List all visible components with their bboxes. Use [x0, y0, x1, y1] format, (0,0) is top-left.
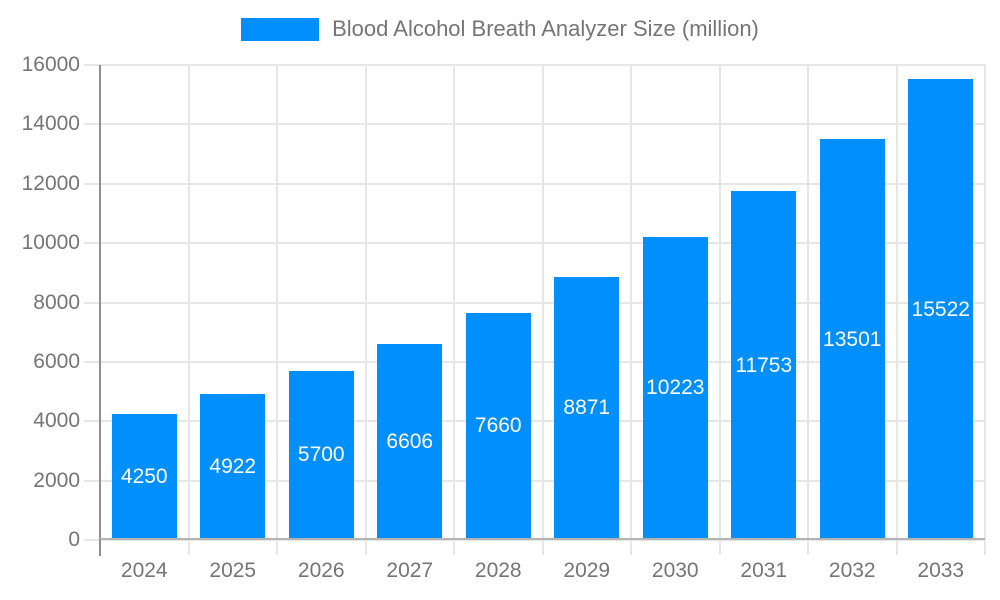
y-axis-tick-label: 10000 [21, 231, 80, 255]
y-axis-tick-label: 16000 [21, 53, 80, 76]
y-axis-tick-label: 14000 [21, 112, 80, 136]
x-gridline [718, 65, 721, 555]
x-axis-tick-label: 2032 [828, 559, 876, 582]
x-gridline [984, 65, 986, 555]
y-gridline [84, 123, 985, 126]
y-gridline [84, 182, 985, 185]
bar-2030[interactable]: 10223 [642, 236, 708, 540]
bar-value-label: 7660 [474, 414, 522, 438]
bar-2033[interactable]: 15522 [908, 79, 974, 540]
x-axis-tick-label: 2027 [386, 559, 434, 582]
x-axis-line [100, 538, 985, 540]
bar-2025[interactable]: 4922 [200, 393, 266, 540]
bar-value-label: 10223 [646, 376, 705, 400]
y-gridline [84, 242, 985, 245]
y-gridline [84, 301, 985, 304]
y-gridline [84, 64, 985, 66]
bar-value-label: 11753 [735, 353, 793, 377]
legend-label: Blood Alcohol Breath Analyzer Size (mill… [332, 16, 759, 41]
y-axis-tick-label: 4000 [33, 409, 80, 433]
x-gridline [807, 65, 809, 555]
x-axis-tick-label: 2028 [474, 559, 522, 582]
bar-value-label: 4250 [120, 464, 168, 488]
x-axis-tick-label: 2024 [120, 559, 168, 582]
x-axis-tick-label: 2029 [563, 559, 611, 582]
x-axis-tick-label: 2033 [917, 559, 965, 582]
bar-value-label: 8871 [563, 396, 611, 420]
y-gridline [84, 360, 985, 363]
y-axis-tick-label: 6000 [33, 349, 80, 373]
legend-swatch-icon [241, 17, 320, 41]
x-gridline [453, 65, 455, 555]
bar-2032[interactable]: 13501 [819, 139, 885, 540]
bar-value-label: 6606 [386, 429, 434, 453]
x-axis-tick-label: 2025 [209, 559, 257, 582]
x-gridline [187, 65, 190, 555]
x-axis-tick-label: 2026 [297, 559, 345, 582]
x-gridline [541, 65, 544, 555]
y-axis-tick-label: 8000 [33, 290, 80, 314]
bar-value-label: 4922 [209, 454, 257, 478]
plot-area: 0 2000 4000 6000 8000 10000 12000 14000 16000 425… [22, 53, 986, 582]
y-gridline [84, 420, 985, 423]
y-axis-line [99, 65, 101, 556]
y-gridline [84, 539, 985, 541]
bar-2029[interactable]: 8871 [554, 276, 620, 540]
x-axis-tick-label: 2030 [651, 559, 699, 582]
x-axis-tick-label: 2031 [740, 559, 788, 582]
y-axis-tick-label: 2000 [33, 468, 80, 492]
bar-2024[interactable]: 4250 [111, 413, 177, 540]
x-gridline [895, 65, 898, 555]
legend[interactable]: Blood Alcohol Breath Analyzer Size (mill… [0, 16, 1000, 42]
bar-value-label: 13501 [823, 327, 882, 351]
bar-2026[interactable]: 5700 [288, 370, 354, 540]
y-gridline [84, 479, 985, 482]
bar-2027[interactable]: 6606 [377, 343, 443, 540]
bar-2028[interactable]: 7660 [465, 312, 531, 540]
x-gridline [630, 65, 632, 555]
bar-value-label: 5700 [297, 443, 345, 467]
y-axis-tick-label: 12000 [21, 171, 80, 195]
x-gridline [364, 65, 367, 555]
bar-2031[interactable]: 11753 [731, 191, 797, 540]
y-axis-tick-label: 0 [68, 528, 80, 551]
bar-value-label: 15522 [911, 297, 970, 321]
x-gridline [276, 65, 278, 555]
